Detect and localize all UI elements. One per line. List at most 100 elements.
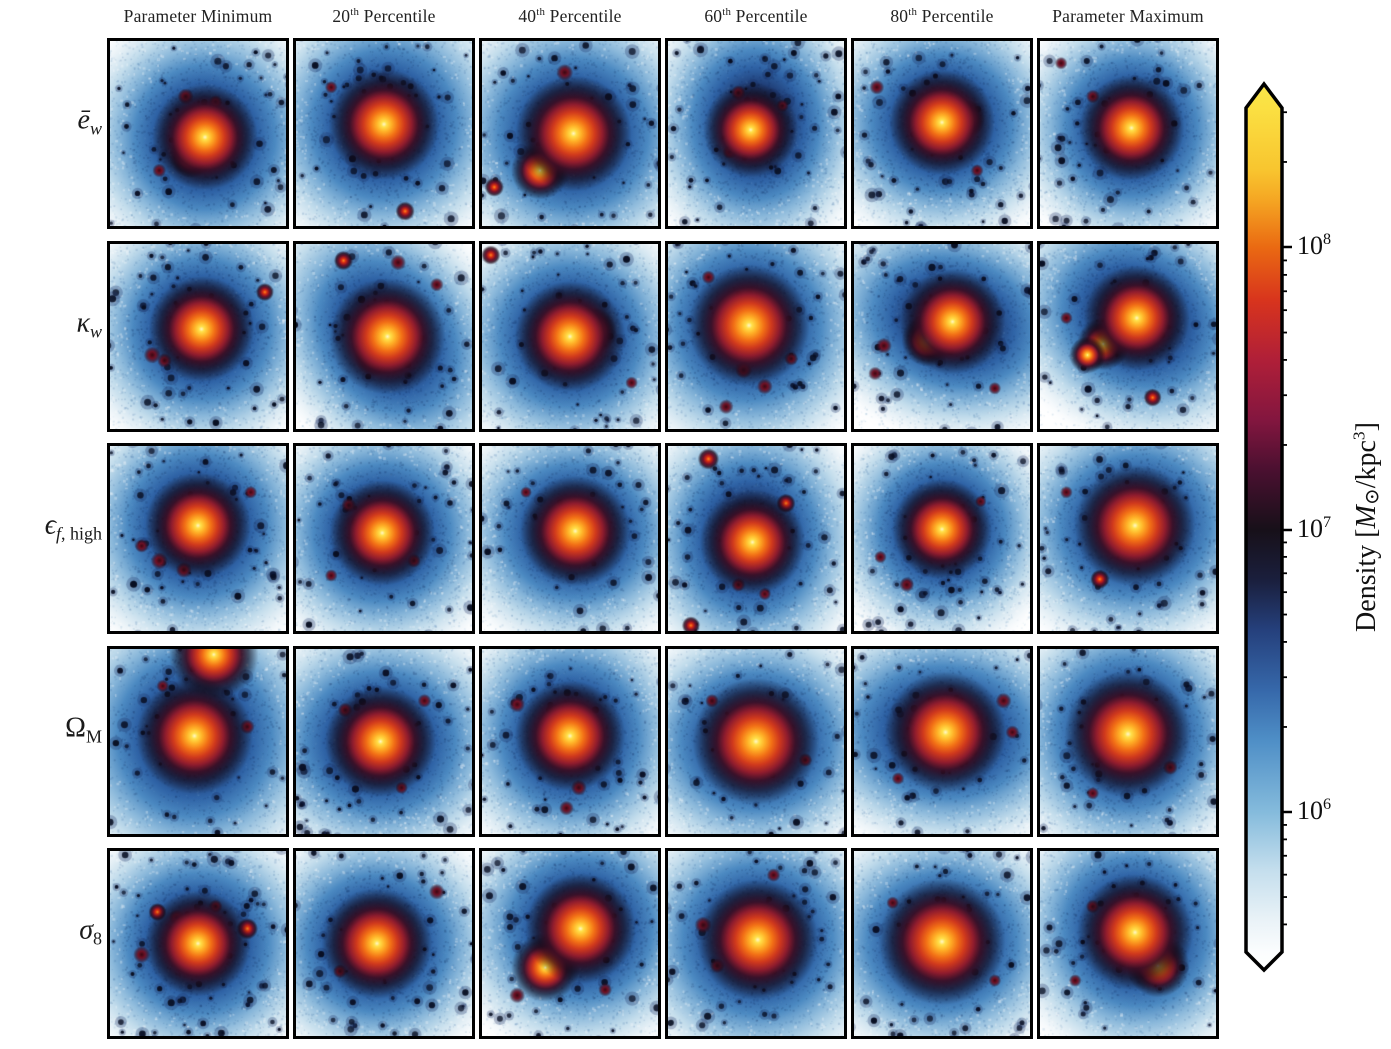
density-map-image — [296, 446, 472, 631]
colorbar-axis-label: Density [M⊙/kpc3] — [1350, 422, 1385, 632]
density-map-image — [668, 244, 844, 429]
parameter-subscript: f — [55, 523, 61, 544]
parameter-symbol: ē — [77, 104, 90, 136]
density-map-image — [668, 851, 844, 1036]
density-map-image — [110, 851, 286, 1036]
tick-exponent: 8 — [1323, 231, 1332, 249]
header-text: 60 — [704, 6, 723, 26]
density-map-image — [482, 446, 658, 631]
solar-mass-symbol: M — [1350, 505, 1382, 529]
header-text: Percentile — [731, 6, 808, 26]
density-map-image — [854, 446, 1030, 631]
header-text: Parameter Minimum — [123, 6, 273, 26]
density-map-panel-r5-c5 — [851, 848, 1033, 1039]
density-map-image — [110, 41, 286, 226]
parameter-symbol: ϵ — [44, 509, 56, 541]
density-map-image — [482, 244, 658, 429]
density-map-panel-r4-c5 — [851, 646, 1033, 837]
density-map-panel-r1-c1 — [107, 38, 289, 229]
header-text: 80 — [890, 6, 909, 26]
superscript: th — [722, 6, 732, 19]
tick-base: 10 — [1297, 795, 1323, 825]
density-map-panel-r1-c5 — [851, 38, 1033, 229]
axis-label-text: ] — [1350, 422, 1382, 432]
density-map-panel-r2-c5 — [851, 241, 1033, 432]
density-map-panel-r5-c4 — [665, 848, 847, 1039]
colorbar-bar — [1244, 81, 1284, 973]
density-map-panel-r5-c3 — [479, 848, 661, 1039]
density-map-image — [110, 244, 286, 429]
density-map-panel-r5-c1 — [107, 848, 289, 1039]
superscript: th — [536, 6, 546, 19]
density-map-image — [1040, 446, 1216, 631]
density-map-image — [854, 41, 1030, 226]
density-map-panel-r4-c1 — [107, 646, 289, 837]
density-map-panel-r3-c6 — [1037, 443, 1219, 634]
density-map-image — [110, 649, 286, 834]
density-map-panel-r2-c4 — [665, 241, 847, 432]
density-map-image — [482, 41, 658, 226]
row-label-epsilon-f-high: ϵf, high — [0, 510, 102, 545]
density-map-panel-r4-c6 — [1037, 646, 1219, 837]
row-label-kappa-w: κw — [0, 308, 102, 343]
tick-base: 10 — [1297, 230, 1323, 260]
density-map-panel-r1-c3 — [479, 38, 661, 229]
density-map-panel-r2-c1 — [107, 241, 289, 432]
row-label-omega-M: ΩM — [0, 713, 102, 748]
header-text: Percentile — [917, 6, 994, 26]
axis-label-text: /kpc — [1350, 440, 1382, 489]
row-label-sigma-8: σ8 — [0, 915, 102, 950]
parameter-subscript: M — [85, 726, 102, 747]
header-text: Parameter Maximum — [1052, 6, 1204, 26]
density-map-image — [1040, 649, 1216, 834]
density-map-image — [854, 649, 1030, 834]
parameter-subscript: w — [89, 118, 102, 139]
header-text: 20 — [332, 6, 351, 26]
density-map-image — [482, 649, 658, 834]
superscript: th — [908, 6, 918, 19]
header-text: Percentile — [545, 6, 622, 26]
density-map-image — [668, 446, 844, 631]
parameter-symbol: κ — [76, 307, 90, 339]
density-map-panel-r3-c5 — [851, 443, 1033, 634]
column-header-60th-percentile: 60th Percentile — [665, 6, 847, 27]
parameter-subscript: 8 — [93, 928, 102, 949]
density-map-panel-r2-c3 — [479, 241, 661, 432]
colorbar-tick-1e6: 106 — [1297, 796, 1331, 826]
density-map-panel-r2-c6 — [1037, 241, 1219, 432]
column-header-40th-percentile: 40th Percentile — [479, 6, 661, 27]
density-map-panel-r2-c2 — [293, 241, 475, 432]
density-map-panel-r5-c2 — [293, 848, 475, 1039]
density-map-panel-r4-c4 — [665, 646, 847, 837]
density-map-panel-r5-c6 — [1037, 848, 1219, 1039]
column-header-80th-percentile: 80th Percentile — [851, 6, 1033, 27]
parameter-subscript: , high — [60, 523, 102, 544]
density-map-image — [1040, 244, 1216, 429]
density-map-panel-r1-c6 — [1037, 38, 1219, 229]
column-header-parameter-minimum: Parameter Minimum — [107, 6, 289, 27]
parameter-symbol: σ — [79, 914, 93, 946]
colorbar-tick-1e8: 108 — [1297, 231, 1331, 261]
density-map-panel-r4-c2 — [293, 646, 475, 837]
parameter-subscript: w — [89, 321, 102, 342]
tick-exponent: 7 — [1323, 514, 1332, 532]
density-map-image — [296, 851, 472, 1036]
density-map-panel-r1-c4 — [665, 38, 847, 229]
density-map-image — [854, 851, 1030, 1036]
parameter-symbol: Ω — [65, 712, 86, 744]
density-map-image — [668, 41, 844, 226]
density-map-panel-r1-c2 — [293, 38, 475, 229]
density-map-panel-r3-c2 — [293, 443, 475, 634]
density-map-panel-r3-c4 — [665, 443, 847, 634]
superscript: 3 — [1349, 431, 1369, 441]
superscript: th — [350, 6, 360, 19]
density-map-image — [482, 851, 658, 1036]
odot-symbol: ⊙ — [1361, 488, 1384, 506]
header-text: Percentile — [359, 6, 436, 26]
density-map-panel-r4-c3 — [479, 646, 661, 837]
colorbar-ticks — [1281, 111, 1292, 926]
header-text: 40 — [518, 6, 537, 26]
tick-base: 10 — [1297, 513, 1323, 543]
